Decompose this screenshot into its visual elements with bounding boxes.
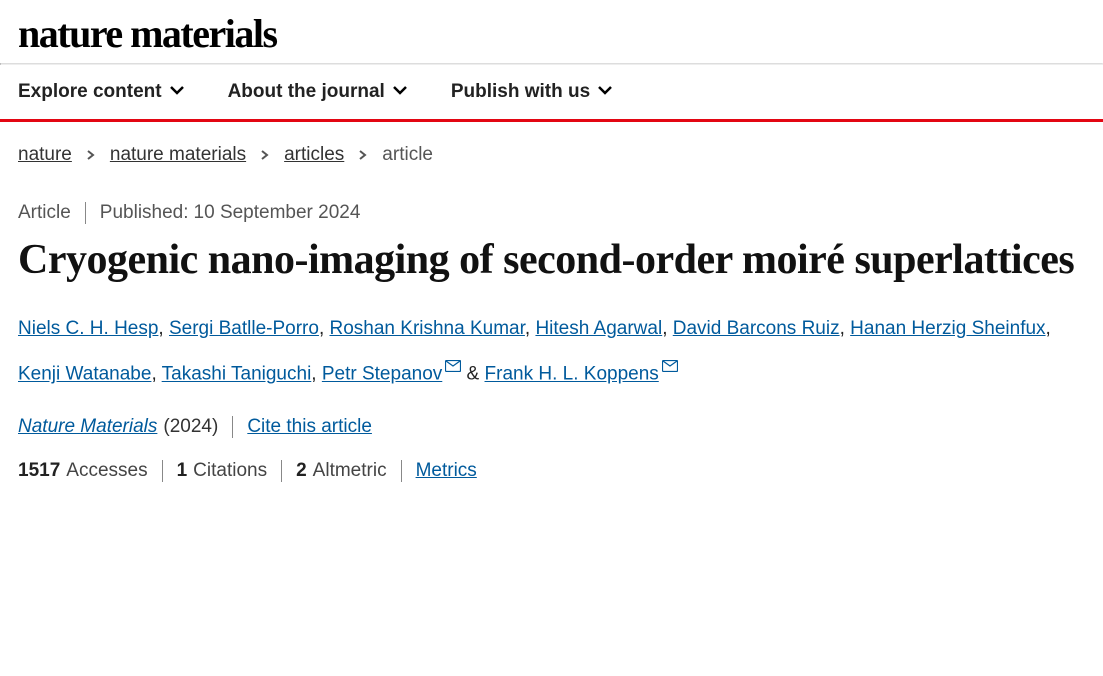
separator xyxy=(85,202,86,224)
published-label: Published: xyxy=(100,202,189,224)
breadcrumb-link[interactable]: articles xyxy=(284,144,344,166)
chevron-right-icon xyxy=(86,144,96,166)
article-metrics: 1517 Accesses 1 Citations 2 Altmetric Me… xyxy=(18,460,1085,482)
journal-logo[interactable]: nature materials xyxy=(0,0,1103,63)
metrics-link[interactable]: Metrics xyxy=(416,460,477,482)
journal-year: (2024) xyxy=(163,416,218,438)
author-link[interactable]: Kenji Watanabe xyxy=(18,364,151,385)
accesses-label: Accesses xyxy=(66,460,147,482)
altmetric-count: 2 xyxy=(296,460,307,482)
citations-label: Citations xyxy=(193,460,267,482)
author-link[interactable]: Petr Stepanov xyxy=(322,364,442,385)
nav-label: Publish with us xyxy=(451,81,590,103)
author-link[interactable]: Niels C. H. Hesp xyxy=(18,318,158,339)
mail-icon[interactable] xyxy=(445,348,461,386)
chevron-down-icon xyxy=(598,81,612,103)
nav-label: Explore content xyxy=(18,81,162,103)
separator xyxy=(162,460,163,482)
journal-citation: Nature Materials (2024) Cite this articl… xyxy=(18,416,1085,438)
separator xyxy=(401,460,402,482)
published-date: 10 September 2024 xyxy=(194,202,361,224)
nav-publish-with-us[interactable]: Publish with us xyxy=(451,81,612,103)
nav-explore-content[interactable]: Explore content xyxy=(18,81,184,103)
article-type: Article xyxy=(18,202,71,224)
nav-about-journal[interactable]: About the journal xyxy=(228,81,407,103)
nav-label: About the journal xyxy=(228,81,385,103)
breadcrumb-current: article xyxy=(382,144,433,166)
separator xyxy=(281,460,282,482)
article-meta: Article Published: 10 September 2024 xyxy=(18,202,1085,224)
author-link[interactable]: Takashi Taniguchi xyxy=(162,364,312,385)
mail-icon[interactable] xyxy=(662,348,678,386)
accesses-count: 1517 xyxy=(18,460,60,482)
author-list: Niels C. H. Hesp, Sergi Batlle-Porro, Ro… xyxy=(18,310,1085,393)
cite-article-link[interactable]: Cite this article xyxy=(247,416,372,438)
main-nav: Explore content About the journal Publis… xyxy=(0,65,1103,122)
author-link[interactable]: Hanan Herzig Sheinfux xyxy=(850,318,1045,339)
chevron-down-icon xyxy=(170,81,184,103)
author-link[interactable]: Frank H. L. Koppens xyxy=(485,364,659,385)
separator xyxy=(232,416,233,438)
chevron-down-icon xyxy=(393,81,407,103)
author-link[interactable]: Sergi Batlle-Porro xyxy=(169,318,319,339)
breadcrumb: nature nature materials articles article xyxy=(18,144,1085,166)
chevron-right-icon xyxy=(358,144,368,166)
breadcrumb-link[interactable]: nature materials xyxy=(110,144,246,166)
article-content: nature nature materials articles article Ar… xyxy=(0,122,1103,504)
author-link[interactable]: David Barcons Ruiz xyxy=(673,318,840,339)
journal-name-link[interactable]: Nature Materials xyxy=(18,416,157,438)
author-link[interactable]: Roshan Krishna Kumar xyxy=(330,318,525,339)
chevron-right-icon xyxy=(260,144,270,166)
breadcrumb-link[interactable]: nature xyxy=(18,144,72,166)
article-title: Cryogenic nano-imaging of second-order m… xyxy=(18,236,1085,284)
author-link[interactable]: Hitesh Agarwal xyxy=(535,318,662,339)
citations-count: 1 xyxy=(177,460,188,482)
altmetric-label: Altmetric xyxy=(313,460,387,482)
